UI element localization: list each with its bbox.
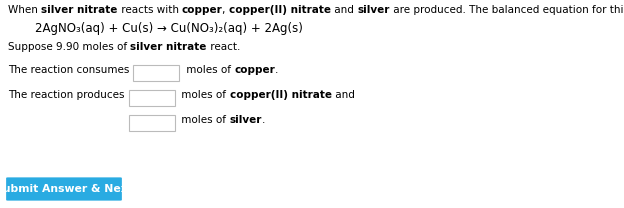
- Text: are produced. The balanced equation for this reaction is:: are produced. The balanced equation for …: [389, 5, 624, 15]
- Text: moles of: moles of: [178, 115, 230, 125]
- Text: Submit Answer & Next: Submit Answer & Next: [0, 184, 133, 194]
- Text: copper(II) nitrate: copper(II) nitrate: [229, 5, 331, 15]
- Text: The reaction consumes: The reaction consumes: [8, 65, 129, 75]
- Text: and: and: [332, 90, 354, 100]
- Text: copper: copper: [182, 5, 223, 15]
- Text: react.: react.: [207, 42, 240, 52]
- Text: ,: ,: [223, 5, 229, 15]
- Text: moles of: moles of: [178, 90, 230, 100]
- Text: silver: silver: [230, 115, 262, 125]
- Text: silver nitrate: silver nitrate: [41, 5, 117, 15]
- Text: silver: silver: [358, 5, 389, 15]
- FancyBboxPatch shape: [129, 115, 175, 131]
- Text: Suppose 9.90 moles of: Suppose 9.90 moles of: [8, 42, 130, 52]
- Text: reacts with: reacts with: [117, 5, 182, 15]
- Text: silver nitrate: silver nitrate: [130, 42, 207, 52]
- Text: copper: copper: [235, 65, 275, 75]
- Text: .: .: [262, 115, 265, 125]
- Text: copper(II) nitrate: copper(II) nitrate: [230, 90, 332, 100]
- FancyBboxPatch shape: [134, 65, 179, 81]
- FancyBboxPatch shape: [129, 90, 175, 106]
- Text: When: When: [8, 5, 41, 15]
- Text: moles of: moles of: [183, 65, 235, 75]
- Text: and: and: [331, 5, 358, 15]
- Text: 2AgNO₃(aq) + Cu(s) → Cu(NO₃)₂(aq) + 2Ag(s): 2AgNO₃(aq) + Cu(s) → Cu(NO₃)₂(aq) + 2Ag(…: [35, 22, 303, 35]
- Text: The reaction produces: The reaction produces: [8, 90, 125, 100]
- FancyBboxPatch shape: [6, 177, 122, 201]
- Text: .: .: [275, 65, 279, 75]
